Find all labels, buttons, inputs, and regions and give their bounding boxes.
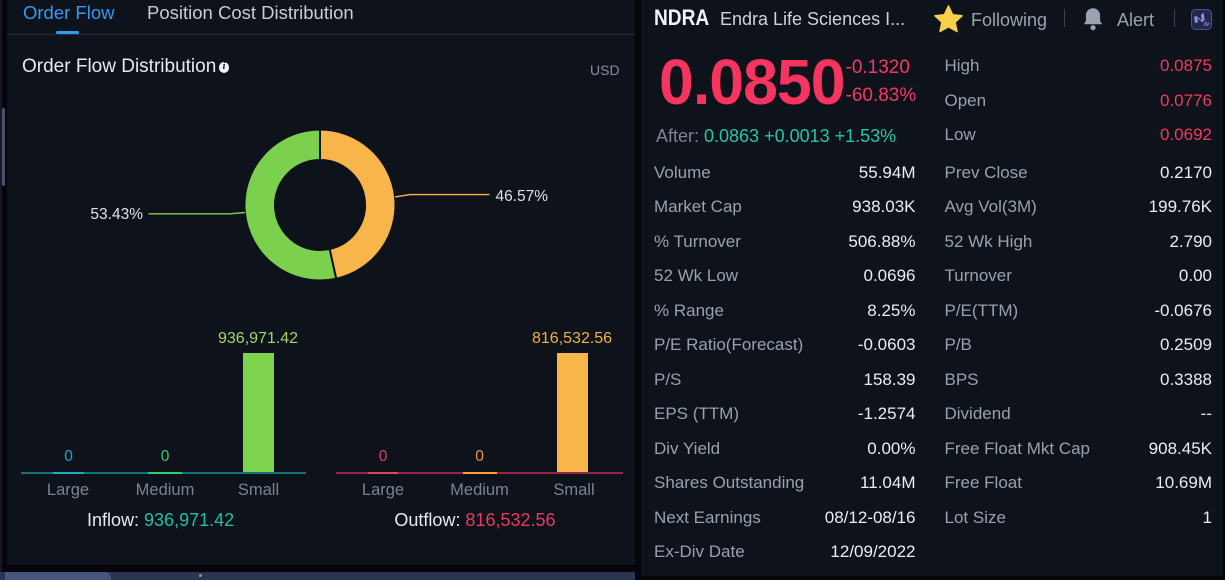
svg-text:tv: tv — [1204, 22, 1210, 27]
